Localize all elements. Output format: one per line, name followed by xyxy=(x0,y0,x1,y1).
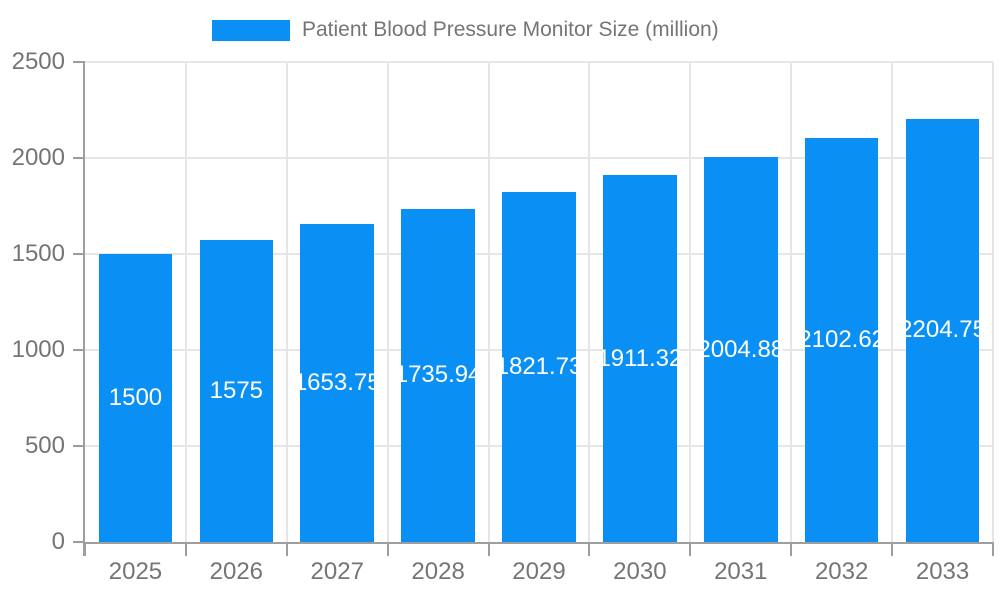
horizontal-gridline xyxy=(85,61,993,63)
bar xyxy=(905,118,980,542)
vertical-gridline xyxy=(588,62,591,542)
bar-value-label: 2204.75 xyxy=(899,316,986,344)
x-axis-tick-label: 2029 xyxy=(512,558,566,585)
bar xyxy=(502,192,576,542)
bar-value-label: 1653.75 xyxy=(293,369,381,397)
bar xyxy=(300,224,375,542)
x-axis-tick xyxy=(891,542,894,556)
y-axis-tick-label: 500 xyxy=(24,432,65,459)
legend-swatch-icon xyxy=(212,19,290,41)
bar xyxy=(98,254,173,542)
x-axis-tick xyxy=(285,542,288,556)
y-axis-tick-label: 1000 xyxy=(11,336,65,363)
x-axis-tick xyxy=(992,542,994,556)
bar xyxy=(401,208,475,542)
y-axis-tick-label: 1500 xyxy=(11,240,65,267)
vertical-gridline xyxy=(790,62,793,542)
bar-value-label: 1735.94 xyxy=(394,361,482,389)
y-axis-tick xyxy=(73,349,85,351)
bar-value-label: 1911.32 xyxy=(597,344,683,372)
bar-value-label: 1575 xyxy=(209,376,264,404)
x-axis-tick-label: 2032 xyxy=(814,558,869,585)
y-axis-tick-label: 0 xyxy=(51,528,65,555)
y-axis-tick xyxy=(73,157,85,159)
y-axis-line xyxy=(83,62,85,556)
x-axis-tick-label: 2028 xyxy=(411,558,465,585)
bar-value-label: 2004.88 xyxy=(697,335,785,363)
legend-item[interactable]: Patient Blood Pressure Monitor Size (mil… xyxy=(212,18,719,42)
x-axis-tick xyxy=(84,542,86,556)
vertical-gridline xyxy=(487,62,490,542)
x-axis-line xyxy=(83,542,993,544)
vertical-gridline xyxy=(992,62,994,542)
bar xyxy=(603,175,677,542)
y-axis-tick xyxy=(73,445,85,447)
x-axis-tick xyxy=(386,542,389,556)
bar xyxy=(804,138,879,542)
x-axis-tick xyxy=(487,542,490,556)
vertical-gridline xyxy=(184,62,187,542)
x-axis-tick xyxy=(588,542,591,556)
y-axis-tick-label: 2000 xyxy=(11,144,65,171)
x-axis-tick-label: 2033 xyxy=(915,558,970,585)
y-axis-tick xyxy=(73,541,85,543)
y-axis-tick xyxy=(73,61,85,63)
x-axis-tick-label: 2030 xyxy=(613,558,667,585)
bar-value-label: 2102.62 xyxy=(798,326,886,354)
horizontal-gridline xyxy=(85,157,993,159)
vertical-gridline xyxy=(386,62,389,542)
vertical-gridline xyxy=(891,62,894,542)
legend-label: Patient Blood Pressure Monitor Size (mil… xyxy=(302,18,719,41)
vertical-gridline xyxy=(689,62,692,542)
vertical-gridline xyxy=(285,62,288,542)
x-axis-tick-label: 2027 xyxy=(310,558,364,585)
y-axis-tick-label: 2500 xyxy=(11,48,65,75)
x-axis-tick-label: 2025 xyxy=(108,558,163,585)
y-axis-tick xyxy=(73,253,85,255)
bar xyxy=(703,157,778,542)
bar-value-label: 1500 xyxy=(108,384,163,411)
bar-value-label: 1821.73 xyxy=(495,353,583,381)
x-axis-tick-label: 2031 xyxy=(714,558,768,585)
bar xyxy=(199,239,274,542)
x-axis-tick xyxy=(689,542,692,556)
x-axis-tick xyxy=(184,542,187,556)
x-axis-tick-label: 2026 xyxy=(209,558,264,585)
x-axis-tick xyxy=(790,542,793,556)
plot-area: 1500 2025 1575 2026 1653.75 2027 1735.94 2028 18… xyxy=(12,50,994,585)
